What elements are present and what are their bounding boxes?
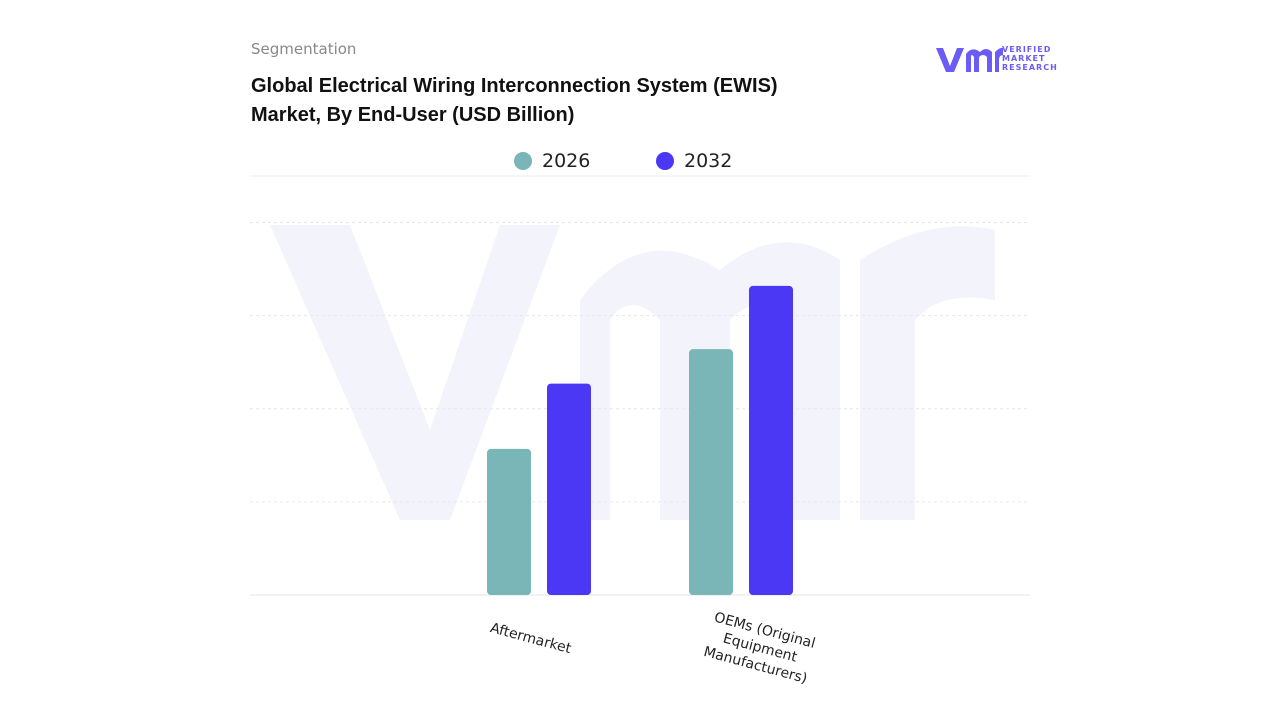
bar [547, 383, 591, 595]
logo-mark [936, 47, 1003, 72]
section-label: Segmentation [251, 40, 357, 58]
bar [487, 448, 531, 595]
legend-label: 2026 [542, 150, 590, 172]
chart-title: Global Electrical Wiring Interconnection… [251, 75, 778, 126]
logo-line: VERIFIED [1002, 45, 1052, 54]
logo-line: MARKET [1002, 54, 1046, 63]
legend-swatch [656, 152, 674, 170]
bar [689, 349, 733, 595]
legend-label: 2032 [684, 150, 732, 172]
logo-text: VERIFIED MARKET RESEARCH [1002, 45, 1058, 72]
legend-swatch [514, 152, 532, 170]
logo-line: RESEARCH [1002, 63, 1058, 72]
watermark [270, 225, 995, 520]
bar [749, 285, 793, 595]
